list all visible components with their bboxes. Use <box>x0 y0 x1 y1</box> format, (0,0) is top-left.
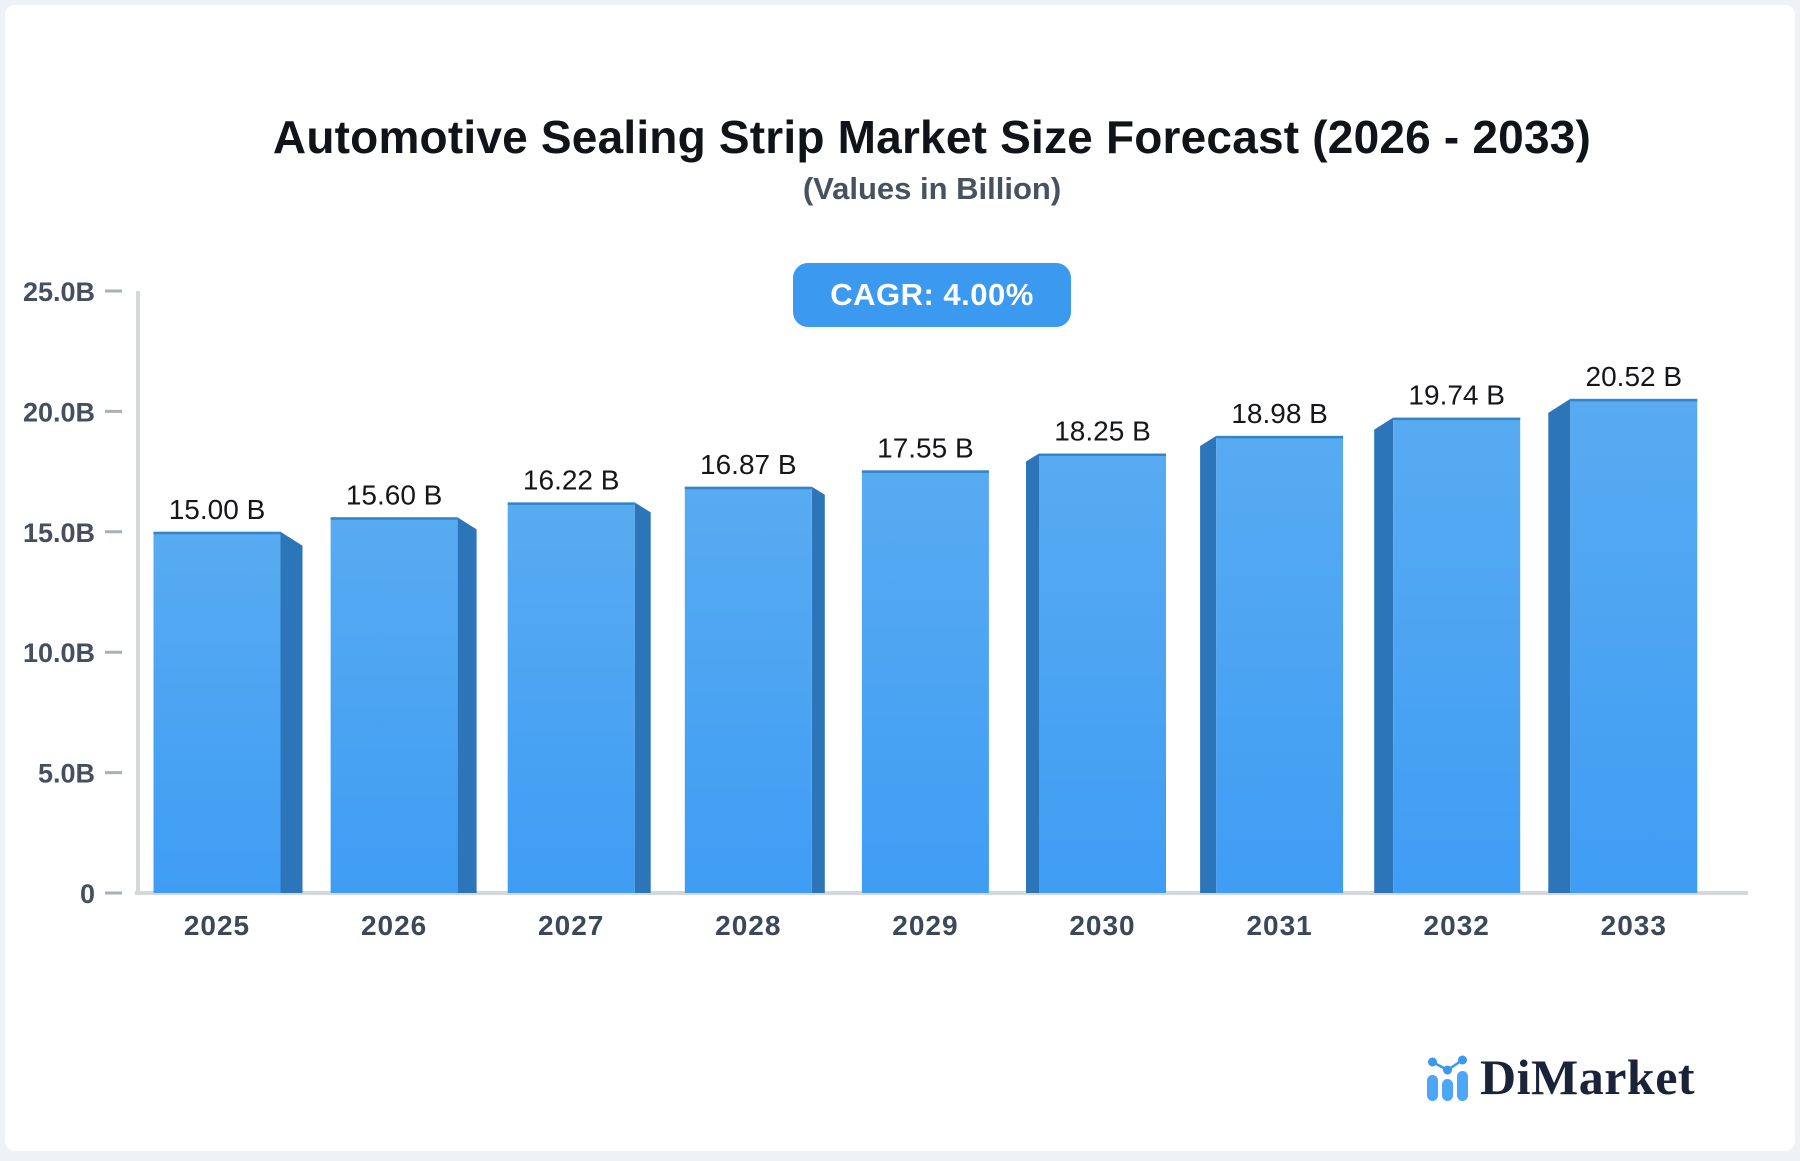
y-tick-label: 20.0B <box>23 397 95 427</box>
logo-bar <box>1442 1079 1453 1101</box>
bar-2028 <box>684 486 812 893</box>
bar-2031 <box>1216 435 1344 893</box>
bar-value-label: 15.60 B <box>346 479 443 510</box>
x-axis-label: 2032 <box>1424 910 1490 941</box>
x-axis-label: 2030 <box>1069 910 1135 941</box>
logo-dot <box>1458 1055 1467 1065</box>
bar-value-label: 16.22 B <box>523 464 620 495</box>
bar-group-2029: 17.55 B 2029 <box>861 432 989 941</box>
bar-side-face <box>1026 453 1039 893</box>
x-axis-label: 2033 <box>1601 910 1667 941</box>
cagr-badge-row: CAGR: 4.00% <box>82 263 1782 327</box>
y-tick-label: 0 <box>80 879 95 909</box>
bar-side-face <box>457 517 477 893</box>
brand-logo: DiMarket <box>1426 1049 1746 1109</box>
bar-group-2031: 18.98 B 2031 <box>1200 398 1344 941</box>
logo-dot <box>1443 1065 1452 1075</box>
brand-name: DiMarket <box>1480 1049 1696 1105</box>
x-axis-label: 2029 <box>892 910 958 941</box>
x-axis-label: 2026 <box>361 910 427 941</box>
logo-dot <box>1428 1057 1437 1067</box>
bar-2026 <box>330 517 458 893</box>
bar-value-label: 19.74 B <box>1408 380 1505 411</box>
bar-group-2033: 20.52 B 2033 <box>1548 361 1698 941</box>
page-title: Automotive Sealing Strip Market Size For… <box>272 111 1592 163</box>
bar-chart: 0 5.0B 10.0B 15.0B 20.0B 25.0B 15.00 B 2025 15.6… <box>23 277 1748 941</box>
bar-value-label: 20.52 B <box>1586 361 1683 392</box>
logo-bar <box>1457 1071 1468 1101</box>
bar-group-2028: 16.87 B 2028 <box>684 449 825 941</box>
bar-value-label: 15.00 B <box>169 494 266 525</box>
y-tick-label: 15.0B <box>23 518 95 548</box>
y-tick-label: 5.0B <box>38 759 95 789</box>
bar-2029 <box>861 470 989 893</box>
bar-2025 <box>153 531 281 893</box>
y-tick-label: 25.0B <box>23 277 95 307</box>
bar-2033 <box>1570 398 1698 893</box>
bar-side-face <box>280 531 303 893</box>
bar-side-face <box>811 486 825 893</box>
bar-group-2027: 16.22 B 2027 <box>507 464 651 941</box>
bar-value-label: 18.98 B <box>1231 398 1328 429</box>
bar-side-face <box>1374 417 1394 893</box>
bar-2027 <box>507 502 635 893</box>
cagr-badge: CAGR: 4.00% <box>793 263 1071 327</box>
bar-group-2030: 18.25 B 2030 <box>1026 416 1166 941</box>
bar-value-label: 16.87 B <box>700 449 797 480</box>
bar-group-2026: 15.60 B 2026 <box>330 479 477 941</box>
bar-value-label: 18.25 B <box>1054 416 1151 447</box>
y-tick-label: 10.0B <box>23 638 95 668</box>
bar-2030 <box>1039 453 1166 893</box>
chart-card: Automotive Sealing Strip Market Size For… <box>5 5 1795 1151</box>
bar-side-face <box>1200 435 1217 893</box>
x-axis-label: 2025 <box>184 910 250 941</box>
bar-side-face <box>634 502 651 893</box>
x-axis-label: 2031 <box>1246 910 1312 941</box>
bar-value-label: 17.55 B <box>877 432 974 463</box>
x-axis-label: 2027 <box>538 910 604 941</box>
bar-group-2032: 19.74 B 2032 <box>1374 380 1521 941</box>
mini-bar-line-chart-icon <box>1427 1055 1468 1101</box>
logo-bar <box>1427 1075 1438 1101</box>
x-axis-label: 2028 <box>715 910 781 941</box>
bar-side-face <box>1548 398 1571 893</box>
bar-2032 <box>1393 417 1521 893</box>
bar-group-2025: 15.00 B 2025 <box>153 494 303 941</box>
page-subtitle: (Values in Billion) <box>802 171 1062 206</box>
